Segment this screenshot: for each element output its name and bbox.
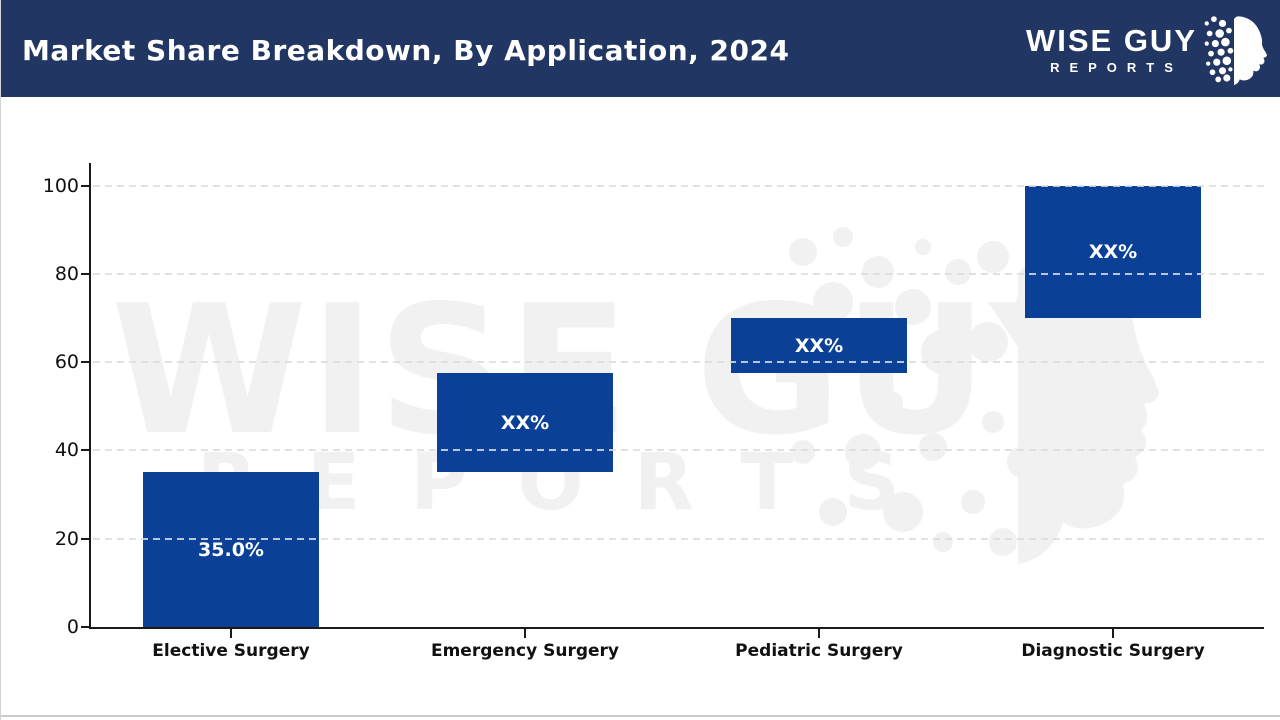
x-axis-tick-1: [524, 629, 526, 638]
watermark-head-icon: [783, 227, 1159, 564]
gridline-40: [93, 449, 1264, 452]
brand-logo-text: WISE GUY REPORTS: [1025, 22, 1197, 76]
bar-3: [1025, 185, 1201, 318]
y-tick-label-20: 20: [54, 527, 79, 550]
gridline-60: [93, 361, 1264, 364]
y-tick-label-60: 60: [54, 351, 79, 374]
y-axis-tick-20: [81, 537, 90, 540]
gridline-20: [93, 537, 1264, 540]
x-axis-line: [89, 627, 1264, 629]
gridline-100: [93, 184, 1264, 187]
x-axis-tick-3: [1112, 629, 1114, 638]
y-axis-tick-0: [81, 626, 90, 628]
bar-value-label-2: XX%: [794, 334, 844, 357]
x-axis-tick-2: [818, 629, 820, 638]
x-tick-label-3: Diagnostic Surgery: [1021, 641, 1205, 661]
bar-1: [437, 373, 613, 473]
bar-value-label-0: 35.0%: [198, 538, 264, 561]
y-tick-label-80: 80: [54, 262, 79, 285]
gridline-80: [93, 272, 1264, 275]
bar-value-label-1: XX%: [500, 411, 550, 434]
y-axis-tick-80: [81, 272, 90, 275]
x-tick-label-2: Pediatric Surgery: [735, 641, 903, 661]
bar-2: [731, 317, 907, 374]
y-tick-label-40: 40: [54, 439, 79, 462]
x-tick-label-1: Emergency Surgery: [430, 641, 619, 661]
bar-0: [143, 472, 319, 627]
header-bar: Market Share Breakdown, By Application, …: [1, 0, 1280, 97]
y-axis-tick-60: [81, 361, 90, 364]
y-axis-tick-40: [81, 449, 90, 452]
page-title: Market Share Breakdown, By Application, …: [22, 34, 790, 67]
y-tick-label-0: 0: [66, 616, 79, 638]
brand-subtitle: REPORTS: [1050, 60, 1183, 76]
bar-value-label-3: XX%: [1088, 240, 1138, 263]
brand-head-icon: [1204, 16, 1267, 86]
brand-name: WISE GUY: [1025, 22, 1197, 58]
x-tick-label-0: Elective Surgery: [152, 641, 310, 661]
brand-logo: WISE GUY REPORTS: [1026, 10, 1267, 90]
frame-bottom-border: [1, 715, 1280, 717]
x-axis-tick-0: [230, 629, 232, 638]
y-axis-tick-100: [81, 184, 90, 187]
y-axis-line: [89, 163, 91, 629]
y-tick-label-100: 100: [42, 174, 79, 197]
